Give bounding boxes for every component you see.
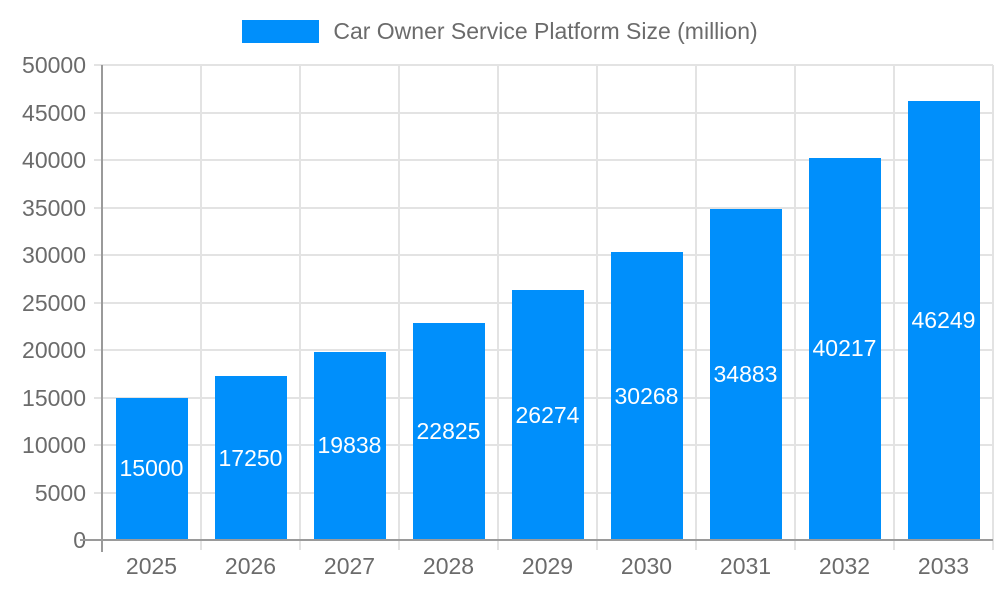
h-gridline: [94, 254, 993, 256]
h-gridline: [94, 159, 993, 161]
h-gridline: [94, 206, 993, 209]
x-axis-line: [80, 539, 993, 541]
bar-value-label: 15000: [119, 455, 184, 482]
y-tick-label: 10000: [22, 432, 86, 458]
bar-value-label: 40217: [812, 335, 877, 362]
x-tick-label: 2027: [323, 553, 376, 579]
bar[interactable]: 19838: [313, 351, 386, 540]
y-tick-label: 5000: [34, 479, 86, 506]
x-tick-label: 2028: [422, 553, 475, 579]
y-tick-label: 15000: [22, 384, 86, 411]
legend-swatch[interactable]: [242, 19, 320, 43]
x-tick-label: 2031: [719, 553, 772, 579]
bar-value-label: 30268: [614, 382, 679, 409]
v-gridline: [398, 65, 400, 550]
bar-value-label: 22825: [416, 418, 481, 445]
bar-value-label: 34883: [713, 360, 778, 387]
h-gridline: [94, 64, 993, 66]
x-tick-label: 2025: [125, 553, 178, 579]
v-gridline: [992, 65, 994, 550]
bar[interactable]: 46249: [907, 100, 980, 540]
bar-value-label: 26274: [515, 401, 580, 428]
y-tick-label: 20000: [22, 337, 86, 363]
legend-label[interactable]: Car Owner Service Platform Size (million…: [333, 18, 758, 44]
bar[interactable]: 22825: [412, 323, 485, 540]
v-gridline: [200, 65, 202, 550]
v-gridline: [794, 65, 796, 550]
bar-value-label: 19838: [317, 432, 382, 459]
bar-value-label: 46249: [911, 306, 976, 333]
x-tick-label: 2026: [224, 553, 277, 579]
v-gridline: [695, 65, 697, 550]
v-gridline: [893, 65, 895, 550]
x-tick-label: 2030: [620, 553, 673, 579]
v-gridline: [299, 65, 301, 550]
y-tick-label: 35000: [22, 194, 86, 221]
bar[interactable]: 30268: [610, 252, 683, 540]
h-gridline: [94, 111, 993, 114]
x-tick-label: 2032: [818, 553, 871, 579]
bar[interactable]: 26274: [511, 290, 584, 540]
y-tick-label: 45000: [22, 99, 86, 126]
v-gridline: [596, 65, 598, 550]
y-tick-label: 40000: [22, 147, 86, 173]
y-tick-label: 30000: [22, 242, 86, 268]
y-axis-line: [101, 65, 103, 552]
bar-value-label: 17250: [218, 444, 283, 471]
plot-area: 0500010000150002000025000300003500040000…: [22, 52, 994, 579]
x-tick-label: 2029: [521, 553, 574, 579]
v-gridline: [497, 65, 499, 550]
x-tick-label: 2033: [917, 553, 970, 579]
bar[interactable]: 17250: [214, 376, 287, 540]
bar[interactable]: 34883: [709, 208, 782, 540]
bar[interactable]: 40217: [808, 157, 881, 540]
y-tick-label: 50000: [22, 52, 86, 78]
y-tick-label: 25000: [22, 289, 86, 316]
chart-legend[interactable]: Car Owner Service Platform Size (million…: [0, 17, 1000, 45]
bar[interactable]: 15000: [115, 397, 188, 540]
y-tick-label: 0: [0, 526, 86, 554]
